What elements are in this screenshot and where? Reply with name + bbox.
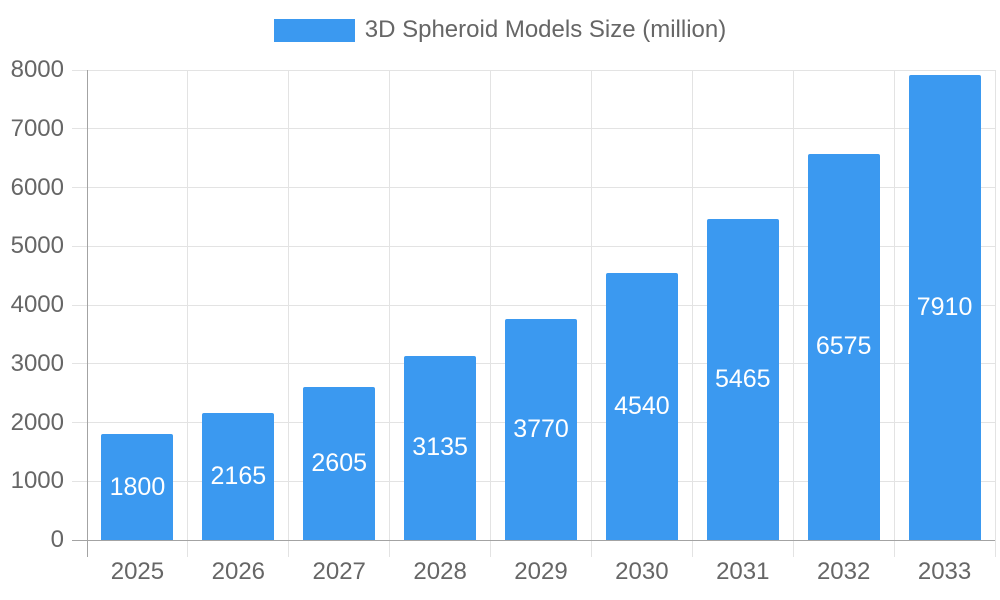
x-tick-label: 2025 (110, 558, 165, 585)
gridline-vertical (490, 70, 492, 557)
gridline-vertical (792, 70, 794, 557)
x-tick-label: 2031 (716, 558, 770, 585)
gridline-vertical (691, 70, 693, 557)
bar-2028[interactable] (404, 355, 477, 540)
y-tick-label: 1000 (10, 467, 64, 495)
legend-label: 3D Spheroid Models Size (million) (364, 16, 727, 43)
bar-2029[interactable] (505, 318, 577, 540)
y-tick-label: 6000 (10, 173, 64, 201)
chart-legend[interactable]: 3D Spheroid Models Size (million) (0, 16, 1000, 44)
y-tick-label: 3000 (10, 349, 64, 377)
gridline-horizontal (72, 304, 995, 306)
bar-2031[interactable] (706, 218, 779, 540)
x-tick-label: 2033 (917, 558, 972, 585)
y-tick-label: 4000 (10, 291, 64, 318)
y-tick-label: 8000 (10, 56, 64, 83)
y-tick-label: 2000 (10, 408, 64, 436)
gridline-horizontal (72, 187, 995, 188)
legend-swatch (273, 18, 355, 42)
gridline-vertical (288, 70, 290, 557)
x-tick-label: 2030 (615, 558, 669, 585)
bar-2033[interactable] (908, 75, 981, 540)
x-tick-label: 2026 (211, 558, 266, 585)
x-axis-line (72, 539, 995, 541)
bar-2026[interactable] (202, 412, 275, 540)
bar-2027[interactable] (303, 386, 376, 540)
gridline-horizontal (72, 128, 995, 130)
gridline-vertical (389, 70, 391, 557)
bar-2032[interactable] (807, 153, 880, 540)
gridline-horizontal (72, 245, 995, 247)
x-tick-label: 2028 (413, 558, 467, 585)
x-tick-label: 2027 (312, 558, 366, 585)
y-tick-label: 7000 (10, 114, 64, 142)
x-tick-label: 2032 (816, 558, 871, 585)
y-tick-label: 5000 (10, 232, 64, 260)
bar-2025[interactable] (101, 434, 174, 540)
gridline-vertical (590, 70, 592, 557)
gridline-vertical (187, 70, 189, 557)
bar-2030[interactable] (605, 273, 678, 540)
x-tick-label: 2029 (514, 558, 568, 585)
y-tick-label: 0 (50, 526, 64, 553)
gridline-vertical (994, 70, 996, 557)
y-axis-line (86, 70, 88, 557)
gridline-vertical (893, 70, 895, 557)
gridline-horizontal (72, 69, 995, 71)
